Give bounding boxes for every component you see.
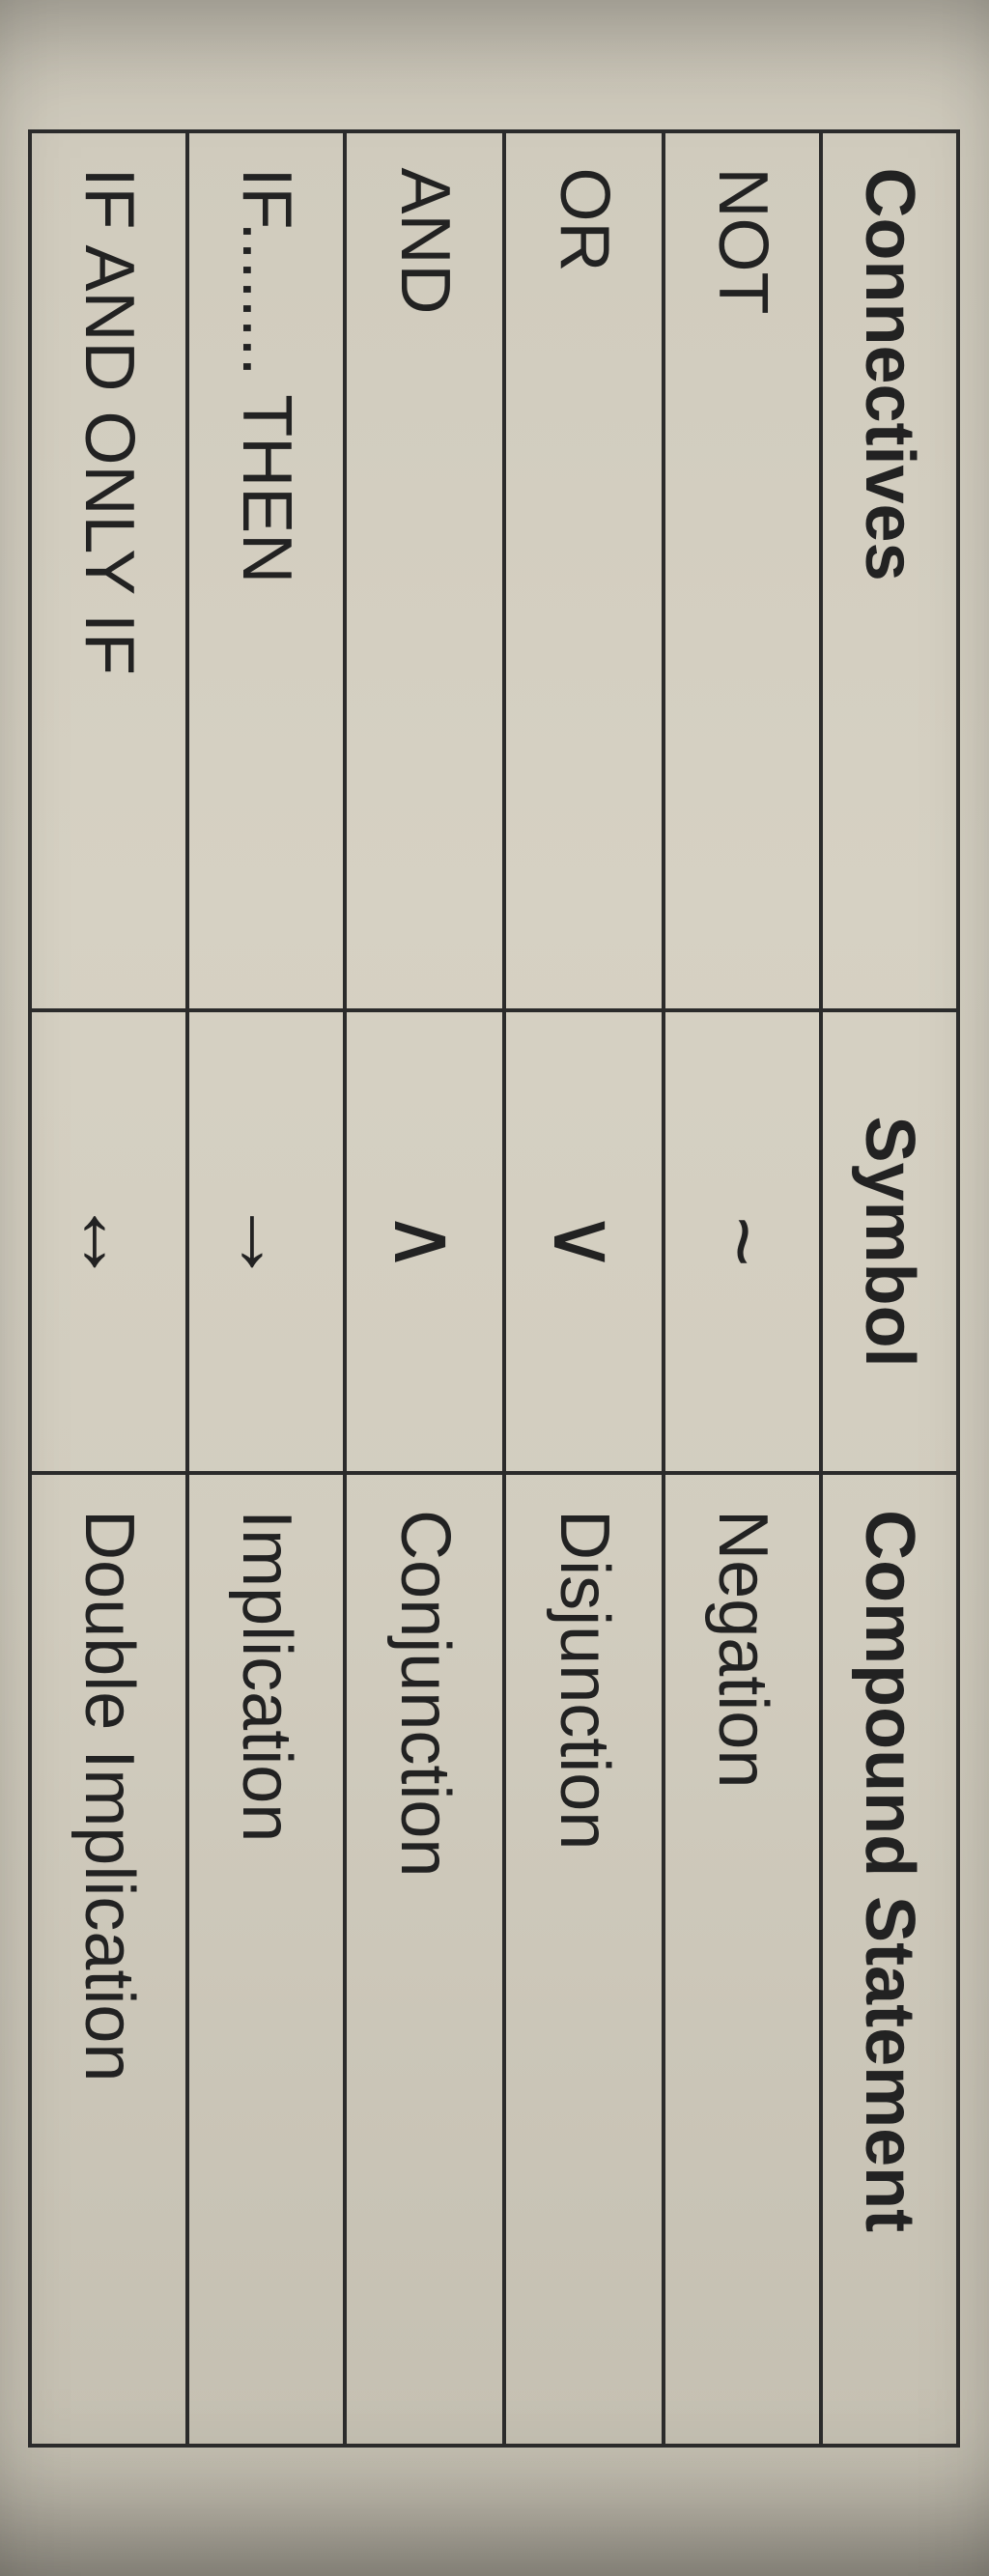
cell-symbol: ∨ [505,1010,664,1473]
cell-statement: Disjunction [505,1473,664,2445]
connectives-table: Connectives Symbol Compound Statement NO… [29,129,961,2448]
table-row: IF AND ONLY IF ↔ Double Implication [31,131,188,2446]
cell-connective: OR [505,131,664,1010]
cell-symbol: ∧ [346,1010,505,1473]
cell-connective: IF AND ONLY IF [31,131,188,1010]
table-row: IF........ THEN → Implication [188,131,346,2446]
cell-symbol: → [188,1010,346,1473]
header-compound: Compound Statement [822,1473,959,2445]
header-connectives: Connectives [822,131,959,1010]
page-surface: Connectives Symbol Compound Statement NO… [0,0,989,2576]
cell-statement: Negation [664,1473,822,2445]
cell-connective: NOT [664,131,822,1010]
table-row: NOT ~ Negation [664,131,822,2446]
table-row: OR ∨ Disjunction [505,131,664,2446]
cell-statement: Conjunction [346,1473,505,2445]
cell-symbol: ↔ [31,1010,188,1473]
cell-symbol: ~ [664,1010,822,1473]
table-row: AND ∧ Conjunction [346,131,505,2446]
cell-statement: Double Implication [31,1473,188,2445]
cell-connective: AND [346,131,505,1010]
table-header-row: Connectives Symbol Compound Statement [822,131,959,2446]
header-symbol: Symbol [822,1010,959,1473]
cell-connective: IF........ THEN [188,131,346,1010]
cell-statement: Implication [188,1473,346,2445]
